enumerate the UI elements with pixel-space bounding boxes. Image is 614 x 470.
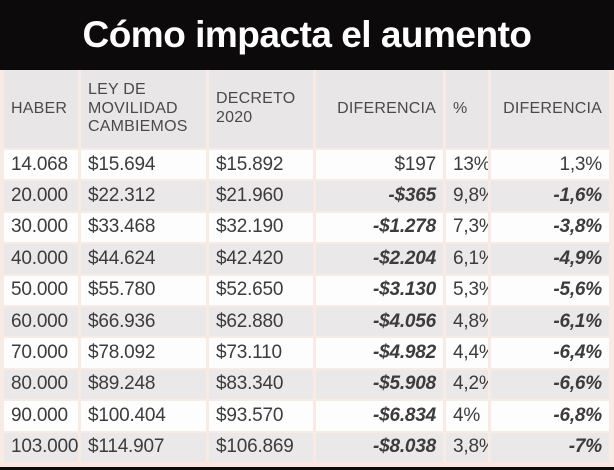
table-cell-diferencia-pct: -6,6% — [488, 369, 609, 400]
table-cell-porcentaje: 6,1% — [443, 244, 488, 274]
table-cell-haber: 40.000 — [11, 247, 68, 269]
table-cell-porcentaje: 4% — [443, 401, 488, 431]
table-cell-porcentaje: 4,4% — [443, 338, 488, 368]
table-cell-ley-movilidad: $15.694 — [78, 150, 206, 180]
table-cell-decreto-2020: $52.650 — [206, 275, 313, 305]
table-cell-porcentaje: 13% — [443, 150, 488, 180]
table-cell-haber: 60.000 — [11, 310, 68, 332]
table-cell-diferencia-pct: -7% — [488, 432, 609, 462]
data-table: HABER LEY DE MOVILIDAD CAMBIEMOS DECRETO 2… — [0, 70, 614, 462]
table-cell-haber: 103.000 — [11, 436, 78, 458]
table-cell-ley-movilidad: $22.312 — [78, 181, 206, 211]
table-cell-diferencia-pct: -3,8% — [488, 212, 609, 243]
table-cell-porcentaje: 4,8% — [443, 306, 488, 337]
page-title: Cómo impacta el aumento — [82, 14, 532, 55]
table-cell-ley-movilidad: $55.780 — [78, 275, 206, 305]
table-cell-diferencia-pesos: -$4.982 — [313, 338, 443, 368]
table-cell-ley-movilidad: $44.624 — [78, 244, 206, 274]
table-cell-diferencia-pesos: -$8.038 — [313, 432, 443, 462]
table-cell-diferencia-pesos: -$365 — [313, 181, 443, 211]
table-cell-porcentaje: 7,3% — [443, 212, 488, 243]
table-cell-diferencia-pct: -6,1% — [488, 306, 609, 337]
table-cell-diferencia-pct: -6,4% — [488, 338, 609, 368]
table-cell-decreto-2020: $21.960 — [206, 181, 313, 211]
table-header-row: HABER LEY DE MOVILIDAD CAMBIEMOS DECRETO 2… — [4, 70, 609, 148]
table-cell-haber: 80.000 — [11, 373, 68, 395]
column-header-decreto-2020: DECRETO 2020 — [206, 70, 313, 148]
table-cell-diferencia-pct: -5,6% — [488, 275, 609, 305]
bottom-strip — [0, 461, 614, 467]
table-cell-diferencia-pesos: -$1.278 — [313, 212, 443, 243]
table-body: 14.068 $15.694 $15.892 $197 13% 1,3% 20.000 $22… — [4, 148, 609, 462]
table-cell-decreto-2020: $73.110 — [206, 338, 313, 368]
table-cell-ley-movilidad: $78.092 — [78, 338, 206, 368]
column-header-ley-movilidad: LEY DE MOVILIDAD CAMBIEMOS — [78, 70, 206, 148]
table-cell-decreto-2020: $106.869 — [206, 432, 313, 462]
table-cell-haber: 70.000 — [11, 342, 68, 364]
table-cell-diferencia-pesos: -$5.908 — [313, 369, 443, 400]
table-cell-ley-movilidad: $89.248 — [78, 369, 206, 400]
table-cell-porcentaje: 5,3% — [443, 275, 488, 305]
column-header-diferencia-pesos: DIFERENCIA — [313, 70, 443, 148]
table-cell-diferencia-pct: -6,8% — [488, 401, 609, 431]
table-cell-diferencia-pesos: -$6.834 — [313, 401, 443, 431]
table-row: 90.000 $100.404 $93.570 -$6.834 4% -6,8% — [4, 399, 609, 431]
table-cell-ley-movilidad: $66.936 — [78, 306, 206, 337]
table-cell-haber: 30.000 — [11, 216, 68, 238]
table-cell-porcentaje: 3,8% — [443, 432, 488, 462]
table-cell-ley-movilidad: $100.404 — [78, 401, 206, 431]
table-cell-diferencia-pct: -4,9% — [488, 244, 609, 274]
table-cell-diferencia-pesos: -$2.204 — [313, 244, 443, 274]
table-cell-diferencia-pct: 1,3% — [488, 150, 609, 180]
table-cell-ley-movilidad: $114.907 — [78, 432, 206, 462]
table-cell-decreto-2020: $32.190 — [206, 212, 313, 243]
table-cell-decreto-2020: $83.340 — [206, 369, 313, 400]
table-cell-diferencia-pesos: -$4.056 — [313, 306, 443, 337]
table-cell-diferencia-pesos: $197 — [313, 150, 443, 180]
table-cell-ley-movilidad: $33.468 — [78, 212, 206, 243]
table-cell-haber: 90.000 — [11, 404, 68, 426]
column-header-diferencia-pct: DIFERENCIA — [488, 70, 609, 148]
table-row: 14.068 $15.694 $15.892 $197 13% 1,3% — [4, 148, 609, 180]
table-cell-decreto-2020: $93.570 — [206, 401, 313, 431]
table-cell-diferencia-pesos: -$3.130 — [313, 275, 443, 305]
table-cell-haber: 14.068 — [11, 153, 68, 175]
table-cell-diferencia-pct: -1,6% — [488, 181, 609, 211]
table-cell-decreto-2020: $15.892 — [206, 150, 313, 180]
column-header-porcentaje: % — [443, 70, 488, 148]
column-header-haber: HABER — [11, 99, 68, 117]
table-cell-decreto-2020: $62.880 — [206, 306, 313, 337]
table-cell-porcentaje: 4,2% — [443, 369, 488, 400]
table-cell-porcentaje: 9,8% — [443, 181, 488, 211]
table-cell-haber: 20.000 — [11, 185, 68, 207]
title-bar: Cómo impacta el aumento — [0, 0, 614, 70]
table-cell-decreto-2020: $42.420 — [206, 244, 313, 274]
table-cell-haber: 50.000 — [11, 279, 68, 301]
